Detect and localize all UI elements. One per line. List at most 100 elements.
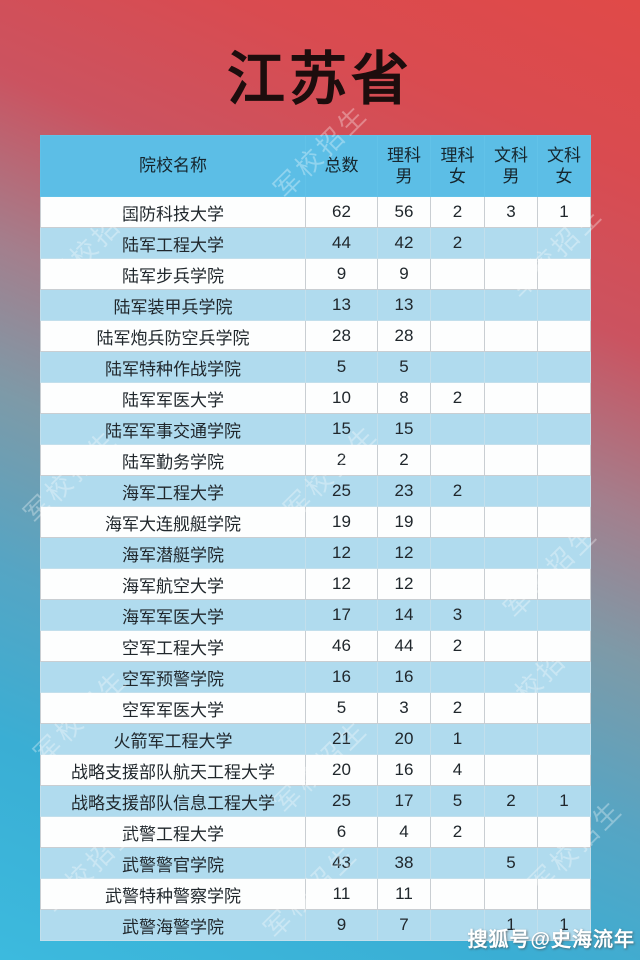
count-cell: 17 (305, 599, 378, 631)
count-cell (484, 537, 538, 569)
count-cell (430, 878, 485, 910)
count-cell: 9 (305, 909, 378, 941)
count-cell: 3 (484, 196, 538, 228)
table-row: 陆军步兵学院 9 9 (40, 258, 591, 290)
column-header-total: 总数 (305, 135, 378, 197)
table-body: 国防科技大学 62 56 2 3 1 陆军工程大学 44 42 2 陆军步兵学院 9 9 陆军装甲兵学院 1… (40, 196, 591, 941)
count-cell: 3 (430, 599, 485, 631)
count-cell: 14 (377, 599, 431, 631)
count-cell: 4 (430, 754, 485, 786)
table-header: 院校名称 总数 理科男 理科女 文科男 文科女 (40, 135, 591, 197)
count-cell (484, 475, 538, 507)
count-cell (484, 878, 538, 910)
count-cell: 28 (377, 320, 431, 352)
table-row: 陆军勤务学院 2 2 (40, 444, 591, 476)
count-cell (430, 568, 485, 600)
school-name-cell: 武警海警学院 (40, 909, 306, 941)
count-cell (537, 258, 591, 290)
count-cell: 42 (377, 227, 431, 259)
count-cell: 2 (430, 382, 485, 414)
table-row: 陆军军医大学 10 8 2 (40, 382, 591, 414)
count-cell: 8 (377, 382, 431, 414)
count-cell: 56 (377, 196, 431, 228)
count-cell: 13 (377, 289, 431, 321)
school-name-cell: 武警工程大学 (40, 816, 306, 848)
count-cell (537, 599, 591, 631)
column-header-arts-male: 文科男 (484, 135, 538, 197)
column-header-science-female: 理科女 (430, 135, 485, 197)
count-cell (484, 382, 538, 414)
count-cell (484, 754, 538, 786)
school-name-cell: 陆军军事交通学院 (40, 413, 306, 445)
school-name-cell: 陆军军医大学 (40, 382, 306, 414)
school-name-cell: 空军军医大学 (40, 692, 306, 724)
count-cell (484, 289, 538, 321)
count-cell: 25 (305, 785, 378, 817)
header-row: 院校名称 总数 理科男 理科女 文科男 文科女 (40, 135, 591, 197)
count-cell: 11 (305, 878, 378, 910)
count-cell (484, 692, 538, 724)
count-cell: 9 (377, 258, 431, 290)
count-cell: 1 (537, 909, 591, 941)
table-row: 陆军特种作战学院 5 5 (40, 351, 591, 383)
count-cell: 38 (377, 847, 431, 879)
count-cell (537, 537, 591, 569)
count-cell: 6 (305, 816, 378, 848)
page-title: 江苏省 (226, 47, 413, 112)
count-cell: 12 (377, 568, 431, 600)
count-cell (537, 444, 591, 476)
count-cell: 2 (430, 630, 485, 662)
school-name-cell: 海军航空大学 (40, 568, 306, 600)
count-cell (484, 227, 538, 259)
count-cell (537, 351, 591, 383)
count-cell (484, 320, 538, 352)
count-cell (430, 537, 485, 569)
count-cell: 2 (377, 444, 431, 476)
credit-watermark: 搜狐号@史海流年 (467, 929, 635, 951)
count-cell (537, 692, 591, 724)
school-name-cell: 海军潜艇学院 (40, 537, 306, 569)
count-cell: 1 (537, 785, 591, 817)
count-cell (430, 847, 485, 879)
count-cell (537, 320, 591, 352)
count-cell: 2 (430, 196, 485, 228)
count-cell (537, 723, 591, 755)
table-row: 空军预警学院 16 16 (40, 661, 591, 693)
count-cell (537, 506, 591, 538)
count-cell: 2 (430, 692, 485, 724)
count-cell: 2 (305, 444, 378, 476)
school-name-cell: 海军大连舰艇学院 (40, 506, 306, 538)
count-cell: 19 (377, 506, 431, 538)
school-name-cell: 陆军装甲兵学院 (40, 289, 306, 321)
count-cell (537, 289, 591, 321)
count-cell: 19 (305, 506, 378, 538)
count-cell: 1 (430, 723, 485, 755)
column-header-science-male: 理科男 (377, 135, 431, 197)
table-row: 空军军医大学 5 3 2 (40, 692, 591, 724)
school-name-cell: 陆军勤务学院 (40, 444, 306, 476)
school-name-cell: 陆军炮兵防空兵学院 (40, 320, 306, 352)
count-cell: 28 (305, 320, 378, 352)
count-cell: 16 (377, 661, 431, 693)
count-cell (537, 413, 591, 445)
count-cell (430, 351, 485, 383)
count-cell: 20 (377, 723, 431, 755)
school-name-cell: 战略支援部队信息工程大学 (40, 785, 306, 817)
count-cell: 20 (305, 754, 378, 786)
count-cell (537, 630, 591, 662)
school-name-cell: 国防科技大学 (40, 196, 306, 228)
school-name-cell: 火箭军工程大学 (40, 723, 306, 755)
table-row: 陆军军事交通学院 15 15 (40, 413, 591, 445)
count-cell (484, 568, 538, 600)
table-row: 海军大连舰艇学院 19 19 (40, 506, 591, 538)
school-name-cell: 海军军医大学 (40, 599, 306, 631)
count-cell: 10 (305, 382, 378, 414)
table-row: 海军工程大学 25 23 2 (40, 475, 591, 507)
count-cell: 23 (377, 475, 431, 507)
count-cell (537, 475, 591, 507)
count-cell: 3 (377, 692, 431, 724)
count-cell (484, 444, 538, 476)
school-name-cell: 空军工程大学 (40, 630, 306, 662)
count-cell (430, 444, 485, 476)
